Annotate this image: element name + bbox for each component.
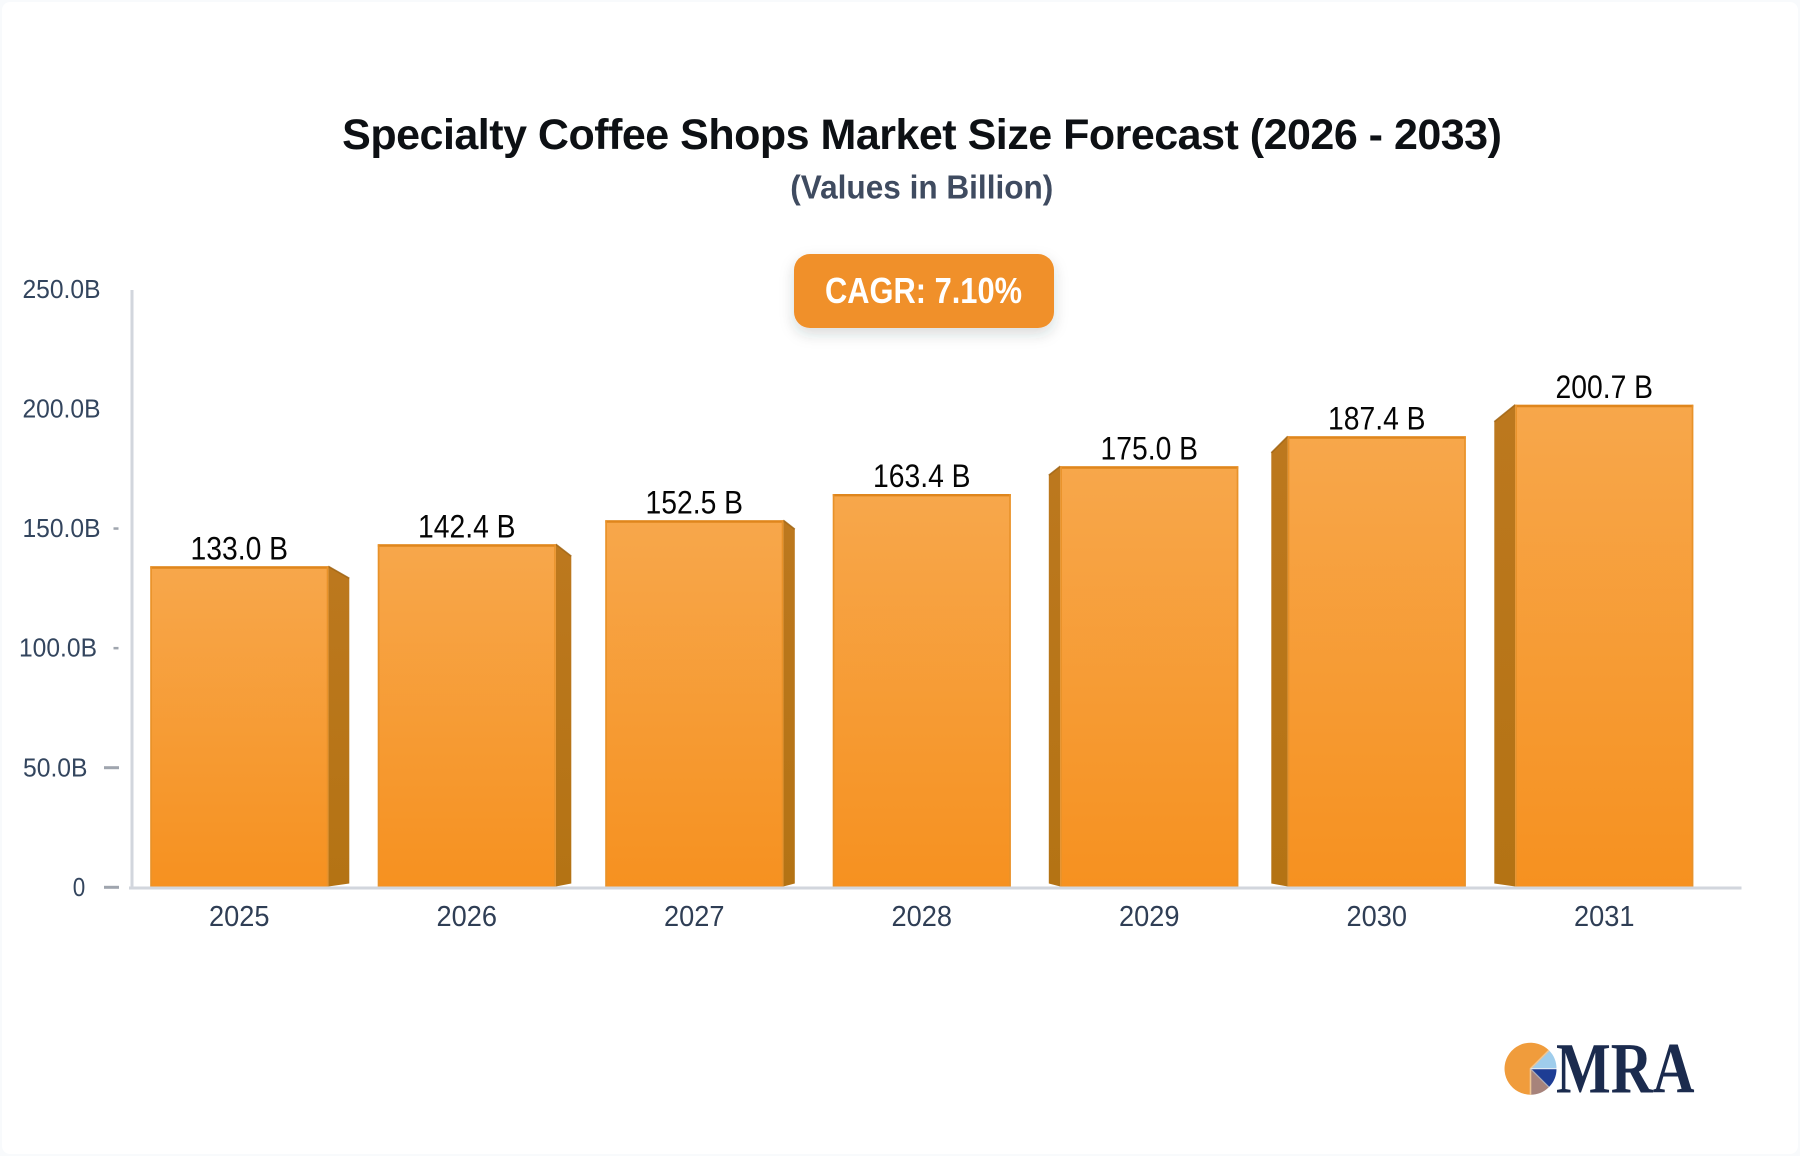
- svg-text:150.0B: 150.0B: [23, 513, 101, 543]
- svg-text:2031: 2031: [1574, 901, 1635, 933]
- svg-text:2026: 2026: [437, 901, 498, 933]
- svg-text:50.0B: 50.0B: [23, 752, 88, 782]
- svg-text:CAGR: 7.10%: CAGR: 7.10%: [825, 270, 1022, 311]
- svg-text:(Values in Billion): (Values in Billion): [790, 169, 1053, 206]
- svg-text:100.0B: 100.0B: [19, 633, 97, 663]
- svg-text:142.4 B: 142.4 B: [418, 509, 516, 545]
- svg-text:152.5 B: 152.5 B: [646, 485, 744, 521]
- svg-text:2027: 2027: [664, 901, 725, 933]
- svg-text:Specialty Coffee Shops Market: Specialty Coffee Shops Market Size Forec…: [342, 111, 1501, 159]
- svg-text:2025: 2025: [209, 901, 270, 933]
- svg-text:2028: 2028: [892, 901, 953, 933]
- svg-text:163.4 B: 163.4 B: [873, 458, 971, 494]
- svg-text:0: 0: [73, 872, 86, 902]
- svg-text:2030: 2030: [1347, 901, 1408, 933]
- svg-text:2029: 2029: [1119, 901, 1180, 933]
- svg-text:200.0B: 200.0B: [23, 394, 101, 424]
- svg-text:133.0 B: 133.0 B: [191, 531, 289, 567]
- svg-text:MRA: MRA: [1556, 1028, 1694, 1109]
- svg-text:250.0B: 250.0B: [23, 274, 101, 304]
- svg-text:200.7 B: 200.7 B: [1556, 369, 1654, 405]
- svg-text:187.4 B: 187.4 B: [1328, 401, 1426, 437]
- svg-text:175.0 B: 175.0 B: [1101, 431, 1199, 467]
